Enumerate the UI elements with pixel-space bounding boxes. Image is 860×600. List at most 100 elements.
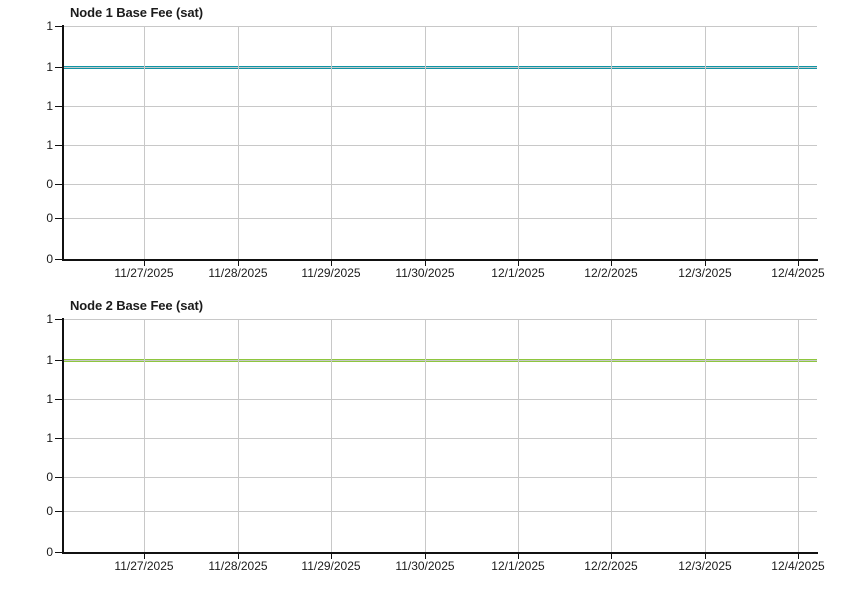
gridline-horizontal xyxy=(62,511,817,512)
x-axis-tick-label: 12/4/2025 xyxy=(771,559,825,573)
y-axis-tick xyxy=(55,319,62,321)
x-axis-tick xyxy=(705,259,707,266)
x-axis-line-node-2 xyxy=(62,552,818,554)
y-axis-tick xyxy=(55,106,62,108)
x-axis-tick-label: 11/27/2025 xyxy=(114,266,174,280)
gridline-vertical xyxy=(238,26,239,259)
x-axis-tick-label: 11/28/2025 xyxy=(208,266,268,280)
x-axis-tick xyxy=(425,552,427,559)
gridline-vertical xyxy=(798,319,799,552)
gridline-horizontal xyxy=(62,67,817,68)
x-axis-tick xyxy=(798,552,800,559)
y-axis-tick-label: 1 xyxy=(46,312,53,326)
gridline-vertical xyxy=(705,319,706,552)
x-axis-tick xyxy=(611,552,613,559)
y-axis-line-node-1 xyxy=(62,25,64,261)
x-axis-tick xyxy=(425,259,427,266)
y-axis-tick-label: 0 xyxy=(46,545,53,559)
gridline-horizontal xyxy=(62,477,817,478)
y-axis-tick-label: 0 xyxy=(46,211,53,225)
x-axis-tick xyxy=(331,259,333,266)
x-axis-tick xyxy=(518,259,520,266)
gridline-horizontal xyxy=(62,438,817,439)
gridline-horizontal xyxy=(62,184,817,185)
x-axis-tick-label: 11/27/2025 xyxy=(114,559,174,573)
x-axis-tick xyxy=(238,552,240,559)
gridline-vertical xyxy=(518,319,519,552)
gridline-horizontal xyxy=(62,218,817,219)
y-axis-tick xyxy=(55,67,62,69)
gridline-vertical xyxy=(238,319,239,552)
chart-title-node-2: Node 2 Base Fee (sat) xyxy=(70,298,204,313)
gridline-horizontal xyxy=(62,106,817,107)
gridline-vertical xyxy=(798,26,799,259)
y-axis-tick xyxy=(55,145,62,147)
y-axis-tick xyxy=(55,552,62,554)
y-axis-tick xyxy=(55,26,62,28)
x-axis-tick-label: 12/1/2025 xyxy=(491,266,545,280)
plot-area-node-2 xyxy=(62,319,817,552)
x-axis-tick-label: 11/28/2025 xyxy=(208,559,268,573)
gridline-horizontal xyxy=(62,360,817,361)
x-axis-tick-label: 12/1/2025 xyxy=(491,559,545,573)
chart-panel-node-1: Node 1 Base Fee (sat) 1 1 1 1 0 0 0 11/27/2025… xyxy=(0,0,860,295)
gridline-vertical xyxy=(611,26,612,259)
x-axis-tick xyxy=(144,552,146,559)
x-axis-line-node-1 xyxy=(62,259,818,261)
y-axis-tick-label: 0 xyxy=(46,252,53,266)
y-axis-tick xyxy=(55,218,62,220)
x-axis-tick xyxy=(611,259,613,266)
y-axis-tick-label: 0 xyxy=(46,177,53,191)
gridline-vertical xyxy=(611,319,612,552)
gridline-vertical xyxy=(705,26,706,259)
gridline-vertical xyxy=(425,26,426,259)
plot-area-node-1 xyxy=(62,26,817,259)
y-axis-tick-label: 1 xyxy=(46,99,53,113)
gridline-vertical xyxy=(144,319,145,552)
y-axis-tick xyxy=(55,511,62,513)
gridline-horizontal xyxy=(62,399,817,400)
y-axis-tick-label: 1 xyxy=(46,431,53,445)
x-axis-tick xyxy=(238,259,240,266)
y-axis-tick xyxy=(55,259,62,261)
gridline-vertical xyxy=(331,26,332,259)
gridline-vertical xyxy=(144,26,145,259)
y-axis-tick-label: 0 xyxy=(46,470,53,484)
y-axis-tick-label: 1 xyxy=(46,353,53,367)
x-axis-tick xyxy=(518,552,520,559)
y-axis-tick xyxy=(55,477,62,479)
x-axis-tick xyxy=(705,552,707,559)
y-axis-tick-label: 1 xyxy=(46,392,53,406)
x-axis-tick-label: 11/30/2025 xyxy=(395,266,455,280)
gridline-horizontal xyxy=(62,26,817,27)
y-axis-line-node-2 xyxy=(62,318,64,554)
x-axis-tick-label: 11/29/2025 xyxy=(301,266,361,280)
x-axis-tick xyxy=(144,259,146,266)
gridline-horizontal xyxy=(62,319,817,320)
y-axis-labels-node-2: 1 1 1 1 0 0 0 xyxy=(0,293,53,593)
x-axis-tick xyxy=(798,259,800,266)
x-axis-tick-label: 12/3/2025 xyxy=(678,266,732,280)
gridline-vertical xyxy=(425,319,426,552)
chart-panel-node-2: Node 2 Base Fee (sat) 1 1 1 1 0 0 0 11/27/2025… xyxy=(0,293,860,593)
gridline-horizontal xyxy=(62,145,817,146)
y-axis-tick-label: 1 xyxy=(46,138,53,152)
gridline-vertical xyxy=(331,319,332,552)
x-axis-tick-label: 12/3/2025 xyxy=(678,559,732,573)
x-axis-tick-label: 11/29/2025 xyxy=(301,559,361,573)
x-axis-tick-label: 11/30/2025 xyxy=(395,559,455,573)
y-axis-tick xyxy=(55,360,62,362)
x-axis-tick-label: 12/2/2025 xyxy=(584,266,638,280)
y-axis-tick-label: 0 xyxy=(46,504,53,518)
y-axis-tick xyxy=(55,184,62,186)
y-axis-tick-label: 1 xyxy=(46,19,53,33)
y-axis-labels-node-1: 1 1 1 1 0 0 0 xyxy=(0,0,53,295)
y-axis-tick xyxy=(55,399,62,401)
gridline-vertical xyxy=(518,26,519,259)
y-axis-tick-label: 1 xyxy=(46,60,53,74)
x-axis-tick xyxy=(331,552,333,559)
y-axis-tick xyxy=(55,438,62,440)
x-axis-tick-label: 12/4/2025 xyxy=(771,266,825,280)
x-axis-tick-label: 12/2/2025 xyxy=(584,559,638,573)
